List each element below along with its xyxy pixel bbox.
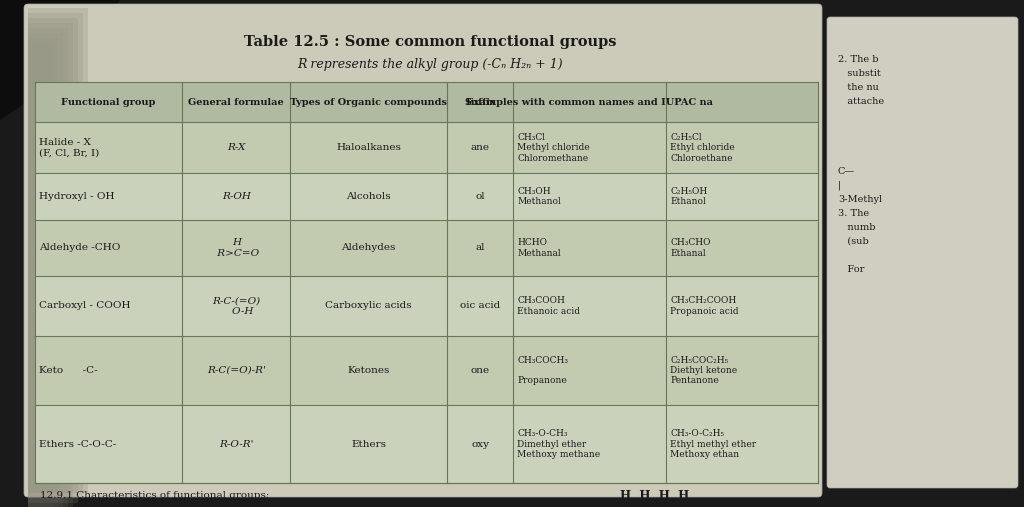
Text: Ketones: Ketones xyxy=(347,366,390,375)
Text: R-O-R': R-O-R' xyxy=(219,440,254,449)
Bar xyxy=(28,23,73,507)
FancyBboxPatch shape xyxy=(24,4,822,497)
Text: oic acid: oic acid xyxy=(460,301,501,310)
Bar xyxy=(28,43,53,507)
Bar xyxy=(35,405,818,483)
Text: Suffix: Suffix xyxy=(464,97,496,106)
Bar xyxy=(35,336,818,405)
Text: Table 12.5 : Some common functional groups: Table 12.5 : Some common functional grou… xyxy=(244,35,616,49)
Text: attache: attache xyxy=(838,97,884,106)
Text: Carboxyl - COOH: Carboxyl - COOH xyxy=(39,301,130,310)
Text: substit: substit xyxy=(838,69,881,78)
Text: ane: ane xyxy=(471,143,489,152)
Text: CH₃COCH₃

Propanone: CH₃COCH₃ Propanone xyxy=(517,355,568,385)
Text: oxy: oxy xyxy=(471,440,489,449)
Text: Aldehydes: Aldehydes xyxy=(341,243,395,252)
Text: General formulae: General formulae xyxy=(188,97,284,106)
Bar xyxy=(35,173,818,220)
Text: H  H  H  H: H H H H xyxy=(620,489,689,502)
Text: Aldehyde -CHO: Aldehyde -CHO xyxy=(39,243,121,252)
Bar xyxy=(28,8,88,493)
Polygon shape xyxy=(0,0,120,120)
Text: CH₃Cl
Methyl chloride
Chloromethane: CH₃Cl Methyl chloride Chloromethane xyxy=(517,133,590,163)
Bar xyxy=(28,28,68,507)
Text: CH₃COOH
Ethanoic acid: CH₃COOH Ethanoic acid xyxy=(517,296,581,315)
Text: CH₃-O-CH₃
Dimethyl ether
Methoxy methane: CH₃-O-CH₃ Dimethyl ether Methoxy methane xyxy=(517,429,600,459)
Text: R-X: R-X xyxy=(227,143,246,152)
Text: H
 R>C=O: H R>C=O xyxy=(214,238,259,258)
Text: R-C‑(=O)
    O-H: R-C‑(=O) O-H xyxy=(212,296,260,315)
Bar xyxy=(28,18,78,503)
Text: Carboxylic acids: Carboxylic acids xyxy=(326,301,412,310)
Bar xyxy=(35,220,818,276)
Bar xyxy=(35,82,818,122)
Bar xyxy=(28,38,58,507)
Text: Ethers -C-O-C-: Ethers -C-O-C- xyxy=(39,440,117,449)
Text: 2. The b: 2. The b xyxy=(838,55,879,64)
Text: C₂H₅COC₂H₅
Diethyl ketone
Pentanone: C₂H₅COC₂H₅ Diethyl ketone Pentanone xyxy=(670,355,737,385)
Bar xyxy=(28,33,63,507)
Text: HCHO
Methanal: HCHO Methanal xyxy=(517,238,561,258)
Text: (sub: (sub xyxy=(838,237,868,246)
Text: 3-Methyl: 3-Methyl xyxy=(838,195,882,204)
Bar xyxy=(35,122,818,173)
Text: Hydroxyl - OH: Hydroxyl - OH xyxy=(39,192,115,201)
Text: C—: C— xyxy=(838,167,855,176)
Text: Ethers: Ethers xyxy=(351,440,386,449)
Text: Halide - X
(F, Cl, Br, I): Halide - X (F, Cl, Br, I) xyxy=(39,138,99,157)
Text: Keto      -C-: Keto -C- xyxy=(39,366,97,375)
Text: ol: ol xyxy=(475,192,485,201)
Text: |: | xyxy=(838,181,842,191)
Text: R-C(=O)-R': R-C(=O)-R' xyxy=(207,366,265,375)
Text: CH₃CH₂COOH
Propanoic acid: CH₃CH₂COOH Propanoic acid xyxy=(670,296,738,315)
Text: Types of Organic compounds: Types of Organic compounds xyxy=(290,97,447,106)
Text: CH₃-O-C₂H₅
Ethyl methyl ether
Methoxy ethan: CH₃-O-C₂H₅ Ethyl methyl ether Methoxy et… xyxy=(670,429,756,459)
Text: CH₃OH
Methanol: CH₃OH Methanol xyxy=(517,187,561,206)
Text: For: For xyxy=(838,265,864,274)
Text: one: one xyxy=(471,366,489,375)
Text: R represents the alkyl group (-Cₙ H₂ₙ + 1): R represents the alkyl group (-Cₙ H₂ₙ + … xyxy=(297,57,563,70)
Bar xyxy=(28,13,83,498)
Text: C₂H₅Cl
Ethyl chloride
Chloroethane: C₂H₅Cl Ethyl chloride Chloroethane xyxy=(670,133,735,163)
Bar xyxy=(35,276,818,336)
Text: R-OH: R-OH xyxy=(222,192,251,201)
Text: al: al xyxy=(475,243,485,252)
Text: numb: numb xyxy=(838,223,876,232)
Text: 3. The: 3. The xyxy=(838,209,869,218)
Text: C₂H₅OH
Ethanol: C₂H₅OH Ethanol xyxy=(670,187,708,206)
Text: 12.9.1 Characteristics of functional groups:: 12.9.1 Characteristics of functional gro… xyxy=(40,491,269,500)
Text: CH₃CHO
Ethanal: CH₃CHO Ethanal xyxy=(670,238,711,258)
FancyBboxPatch shape xyxy=(827,17,1018,488)
Bar xyxy=(35,82,818,483)
Text: Alcohols: Alcohols xyxy=(346,192,391,201)
Text: Functional group: Functional group xyxy=(61,97,156,106)
Text: Examples with common names and IUPAC na: Examples with common names and IUPAC na xyxy=(466,97,714,106)
Text: Haloalkanes: Haloalkanes xyxy=(336,143,401,152)
Text: the nu: the nu xyxy=(838,83,879,92)
